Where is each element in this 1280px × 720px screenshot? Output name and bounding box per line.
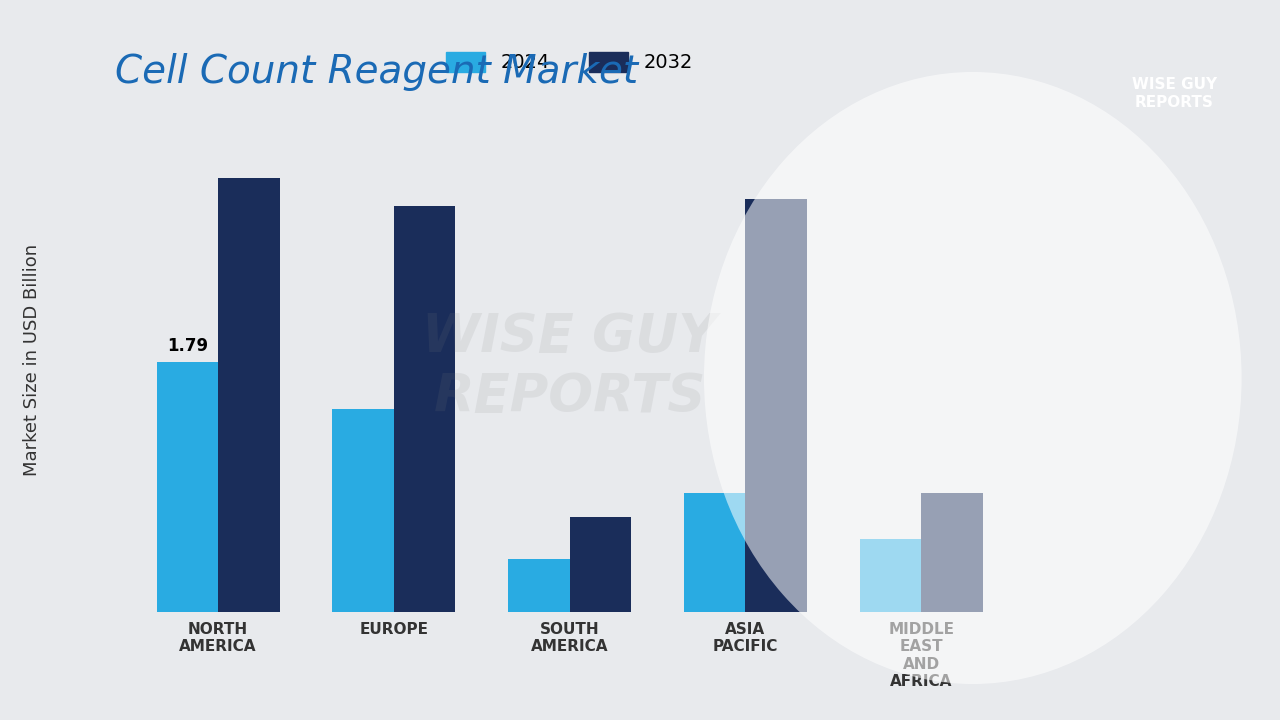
Bar — [745, 199, 806, 612]
Bar — [570, 517, 631, 612]
Text: WISE GUY
REPORTS: WISE GUY REPORTS — [422, 311, 717, 423]
Bar — [218, 179, 279, 612]
Text: WISE GUY
REPORTS: WISE GUY REPORTS — [1132, 77, 1217, 110]
Legend: 2024, 2032: 2024, 2032 — [439, 44, 700, 80]
Bar — [508, 559, 570, 612]
Ellipse shape — [704, 72, 1242, 684]
Bar — [156, 361, 218, 612]
Bar — [333, 409, 394, 612]
Bar — [394, 207, 456, 612]
Text: Market Size in USD Billion: Market Size in USD Billion — [23, 244, 41, 476]
Bar — [684, 493, 745, 612]
Text: Cell Count Reagent Market: Cell Count Reagent Market — [115, 53, 639, 91]
Text: 1.79: 1.79 — [166, 337, 207, 355]
Bar — [860, 539, 922, 612]
Bar — [922, 493, 983, 612]
